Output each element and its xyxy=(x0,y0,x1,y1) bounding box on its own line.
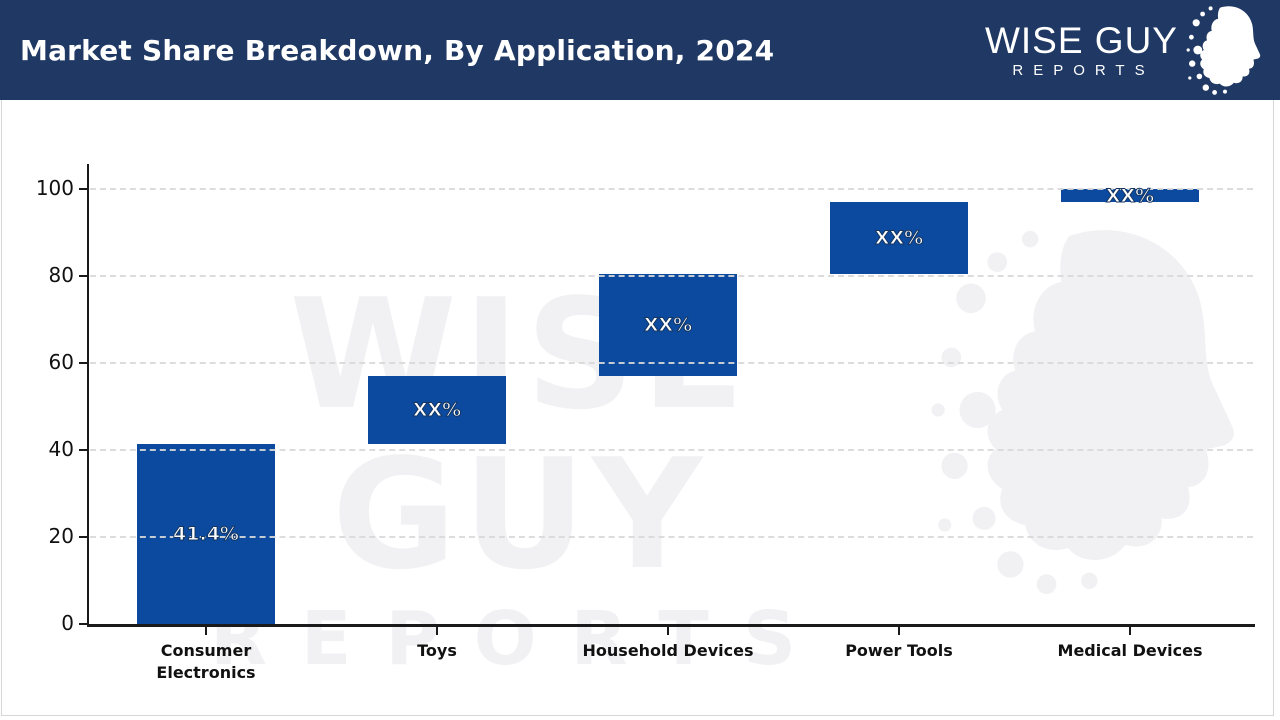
bar-segment xyxy=(137,443,275,624)
logo-wordmark-main: WISE GUY xyxy=(984,20,1178,61)
y-axis-tick-label: 0 xyxy=(61,611,74,635)
chart-area: WISE GUY REPORTS 0 20 40 60 80 100 41.4% Consum… xyxy=(0,100,1280,720)
gridline xyxy=(90,188,1253,190)
x-axis-label: Medical Devices xyxy=(1057,641,1203,660)
x-axis-tick xyxy=(436,627,438,635)
bar-value-label: XX% xyxy=(643,314,693,337)
brand-logo: WISE GUY REPORTS xyxy=(985,2,1270,98)
y-axis-tick xyxy=(79,275,88,277)
bar-value-label: XX% xyxy=(874,227,924,250)
y-axis-spine xyxy=(87,164,89,626)
bar-segment xyxy=(368,376,506,444)
y-axis-tick xyxy=(79,623,88,625)
y-axis-tick-label: 100 xyxy=(35,176,74,200)
x-axis-label: Toys xyxy=(417,641,457,660)
x-axis-label: Household Devices xyxy=(582,641,754,660)
bar-value-label: 41.4% xyxy=(173,522,240,545)
gridline xyxy=(90,536,1253,538)
logo-wordmark-sub: REPORTS xyxy=(1012,62,1155,79)
y-axis-tick xyxy=(79,188,88,190)
y-axis-tick-label: 80 xyxy=(48,263,74,287)
gridline xyxy=(90,275,1253,277)
y-axis-tick xyxy=(79,362,88,364)
y-axis-tick-label: 20 xyxy=(48,524,74,548)
x-axis-spine xyxy=(87,624,1255,627)
bar-segment xyxy=(1061,189,1199,203)
y-axis-tick-label: 40 xyxy=(48,437,74,461)
header: Market Share Breakdown, By Application, … xyxy=(0,0,1280,100)
y-axis-tick xyxy=(79,536,88,538)
x-axis-label: Power Tools xyxy=(845,641,953,660)
logo-wordmark: WISE GUY REPORTS xyxy=(985,22,1178,78)
bar-segment xyxy=(599,274,737,377)
gridline xyxy=(90,449,1253,451)
x-axis-tick xyxy=(898,627,900,635)
x-axis-tick xyxy=(1129,627,1131,635)
bar-value-label: XX% xyxy=(412,398,462,421)
y-axis-tick xyxy=(79,449,88,451)
bar-value-label: XX% xyxy=(1105,184,1155,207)
gridline xyxy=(90,362,1253,364)
logo-face-icon xyxy=(1186,6,1261,95)
x-axis-tick xyxy=(205,627,207,635)
y-axis-tick-label: 60 xyxy=(48,350,74,374)
x-axis-label: Consumer Electronics xyxy=(156,641,256,682)
x-axis-tick xyxy=(667,627,669,635)
page-title: Market Share Breakdown, By Application, … xyxy=(20,33,775,67)
